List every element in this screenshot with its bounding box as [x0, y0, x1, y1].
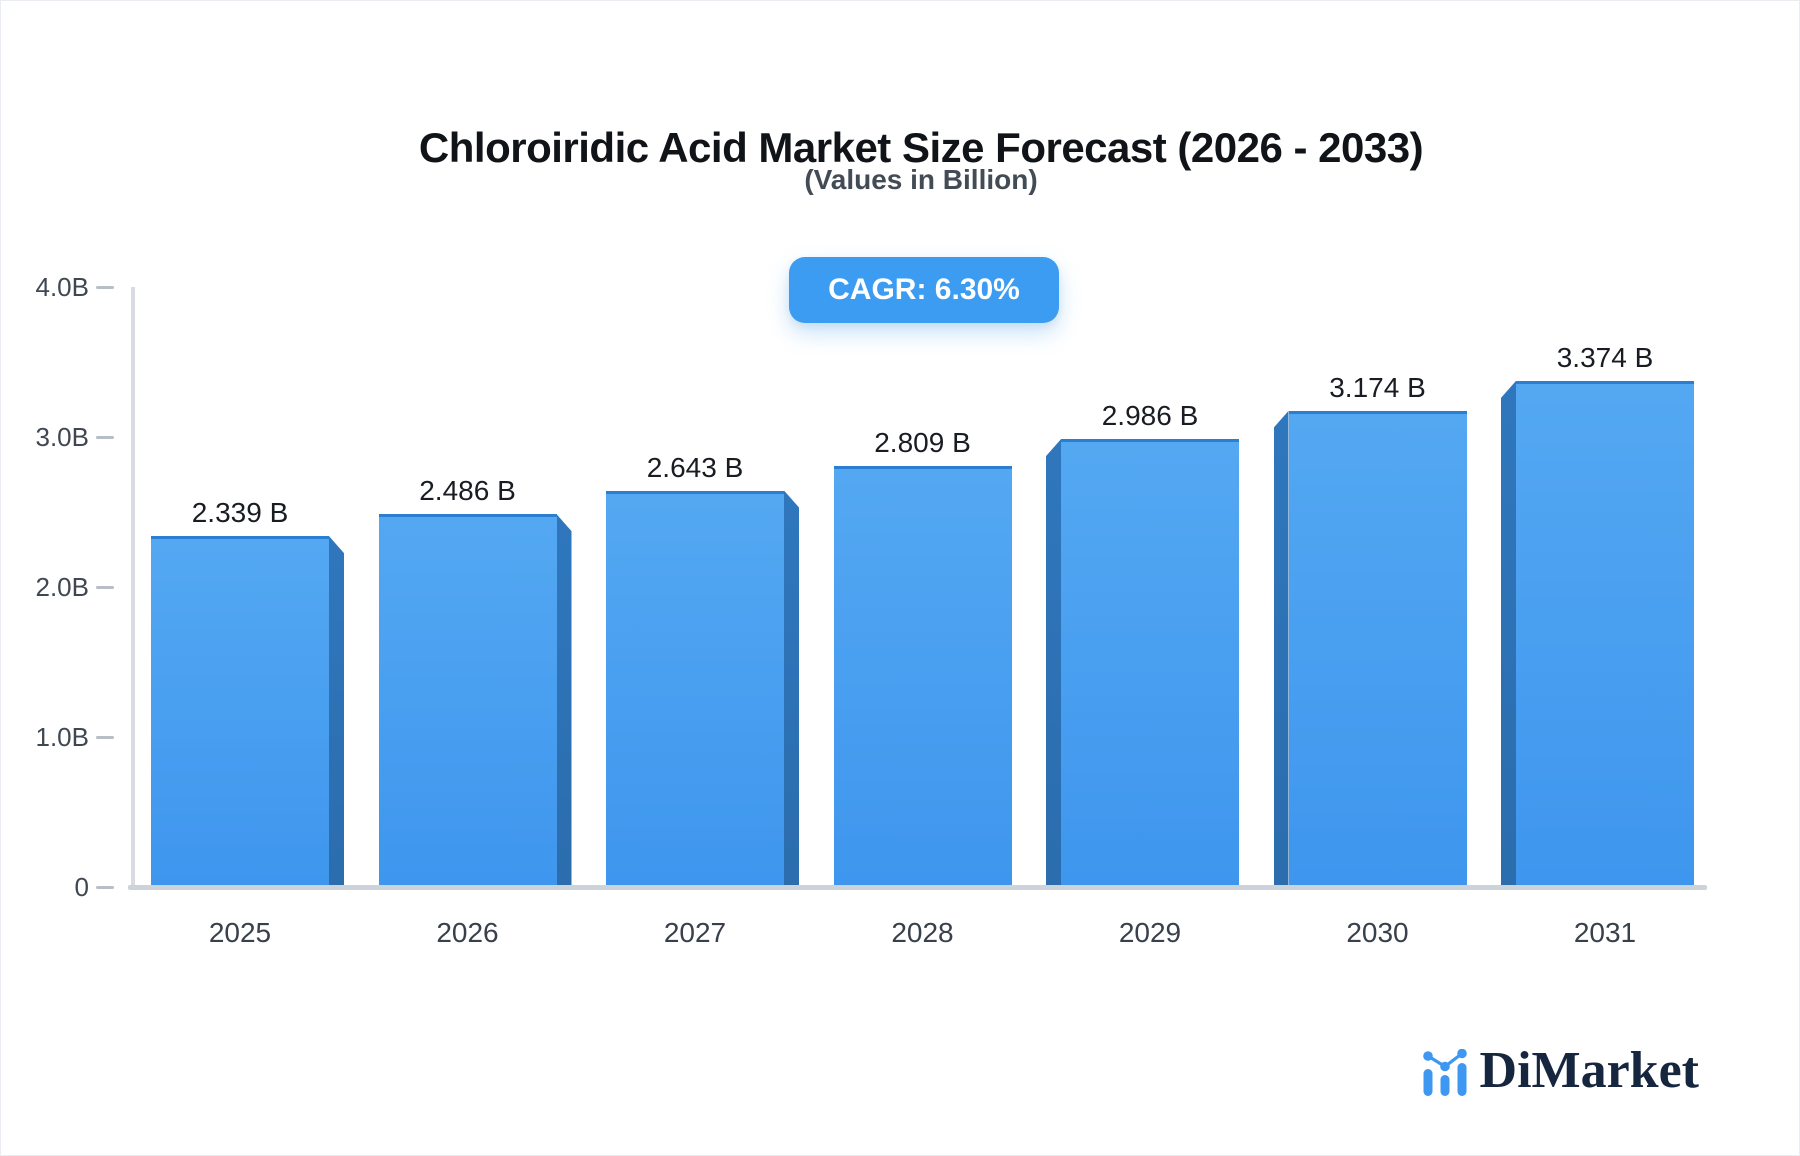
bar — [151, 536, 329, 887]
bar-side — [784, 490, 799, 887]
x-axis-label: 2030 — [1346, 917, 1409, 948]
bar-value-label: 2.986 B — [1101, 400, 1199, 432]
y-tick-label: 4.0B — [35, 272, 90, 302]
x-axis-label: 2029 — [1118, 917, 1182, 948]
y-tick-dash — [96, 435, 114, 439]
y-tick-label: 3.0B — [35, 422, 90, 452]
x-axis-label: 2026 — [436, 917, 499, 948]
x-axis-label: 2031 — [1573, 917, 1637, 948]
x-axis-label: 2028 — [891, 917, 954, 948]
y-tick-dash — [96, 885, 114, 889]
x-axis-label: 2027 — [663, 917, 727, 948]
bar-side — [556, 514, 572, 887]
bar — [378, 514, 557, 887]
y-tick-label: 1.0B — [35, 722, 90, 752]
y-tick-dash — [96, 735, 114, 739]
brand-name: DiMarket — [1479, 1042, 1699, 1099]
bar-side — [329, 536, 344, 887]
y-tick-label: 0 — [74, 872, 89, 902]
bar-value-label: 3.174 B — [1329, 371, 1426, 403]
bar-value-label: 2.809 B — [874, 426, 971, 458]
bar-chart-logo-icon — [1422, 1049, 1467, 1096]
bar — [1288, 410, 1467, 887]
bar-side — [1501, 380, 1516, 887]
brand-logo: DiMarket — [1422, 1042, 1699, 1099]
bar-side — [1046, 439, 1061, 887]
y-tick-dash — [96, 285, 114, 289]
y-tick-label: 2.0B — [35, 572, 90, 602]
bar-value-label: 2.643 B — [646, 451, 744, 483]
y-tick-dash — [96, 585, 114, 589]
bar-value-label: 2.339 B — [191, 497, 289, 529]
bar — [833, 465, 1012, 887]
bar — [606, 490, 784, 887]
x-axis-label: 2025 — [208, 917, 272, 948]
bar-value-label: 2.486 B — [419, 475, 516, 507]
chart-title: Chloroiridic Acid Market Size Forecast (… — [418, 124, 1424, 172]
cagr-badge: CAGR: 6.30% — [789, 257, 1059, 323]
x-axis-line — [128, 885, 1707, 890]
y-axis-line — [131, 287, 135, 890]
bar — [1516, 380, 1694, 887]
bar-value-label: 3.374 B — [1556, 341, 1654, 373]
bar-side — [1273, 410, 1289, 887]
bar — [1061, 439, 1239, 887]
chart-subtitle: (Values in Billion) — [804, 164, 1038, 195]
